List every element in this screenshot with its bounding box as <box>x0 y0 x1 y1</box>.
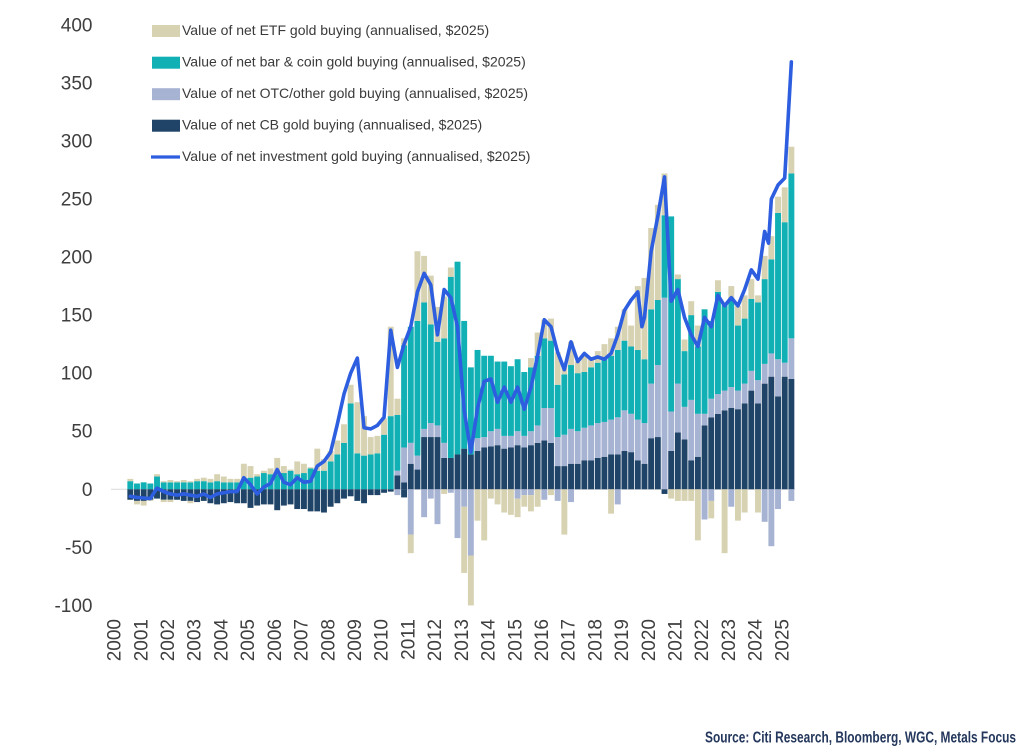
svg-text:-100: -100 <box>54 596 92 617</box>
svg-text:Value of net OTC/other gold bu: Value of net OTC/other gold buying (annu… <box>182 85 528 101</box>
svg-text:2011: 2011 <box>398 619 419 660</box>
svg-text:200: 200 <box>61 248 93 269</box>
svg-text:350: 350 <box>61 73 93 94</box>
svg-text:2016: 2016 <box>532 619 553 661</box>
svg-text:Source: Citi Research, Bloombe: Source: Citi Research, Bloomberg, WGC, M… <box>705 730 1016 747</box>
svg-text:2020: 2020 <box>639 619 660 661</box>
svg-text:0: 0 <box>82 480 93 501</box>
svg-text:2005: 2005 <box>238 619 259 661</box>
svg-text:Value of net bar & coin gold b: Value of net bar & coin gold buying (ann… <box>182 54 526 70</box>
svg-text:100: 100 <box>61 364 93 385</box>
svg-text:2003: 2003 <box>185 619 206 661</box>
svg-text:50: 50 <box>71 422 92 443</box>
svg-text:2009: 2009 <box>345 619 366 661</box>
svg-text:2008: 2008 <box>318 619 339 661</box>
svg-text:2013: 2013 <box>452 619 473 661</box>
svg-text:2019: 2019 <box>612 619 633 661</box>
svg-text:2001: 2001 <box>131 619 152 661</box>
svg-text:2014: 2014 <box>479 619 500 662</box>
svg-text:-50: -50 <box>65 538 92 559</box>
svg-text:400: 400 <box>61 15 93 36</box>
svg-text:2017: 2017 <box>559 619 580 661</box>
svg-text:250: 250 <box>61 189 93 210</box>
svg-text:2023: 2023 <box>719 619 740 661</box>
svg-text:2007: 2007 <box>292 619 313 661</box>
svg-text:2022: 2022 <box>692 619 713 661</box>
svg-text:Value of net CB gold buying (a: Value of net CB gold buying (annualised,… <box>182 117 482 133</box>
svg-text:2021: 2021 <box>666 619 687 661</box>
svg-text:2018: 2018 <box>585 619 606 661</box>
svg-text:300: 300 <box>61 131 93 152</box>
svg-text:2025: 2025 <box>772 619 793 661</box>
svg-text:2002: 2002 <box>158 619 179 661</box>
svg-text:2004: 2004 <box>211 619 232 662</box>
svg-text:2012: 2012 <box>425 619 446 661</box>
svg-text:2006: 2006 <box>265 619 286 661</box>
svg-text:2015: 2015 <box>505 619 526 661</box>
svg-text:150: 150 <box>61 306 93 327</box>
svg-text:2024: 2024 <box>746 619 767 662</box>
svg-text:Value of net ETF gold buying (: Value of net ETF gold buying (annualised… <box>182 22 489 38</box>
svg-text:2000: 2000 <box>105 619 126 661</box>
svg-text:Value of net investment gold b: Value of net investment gold buying (ann… <box>182 148 530 164</box>
svg-text:2010: 2010 <box>372 619 393 661</box>
